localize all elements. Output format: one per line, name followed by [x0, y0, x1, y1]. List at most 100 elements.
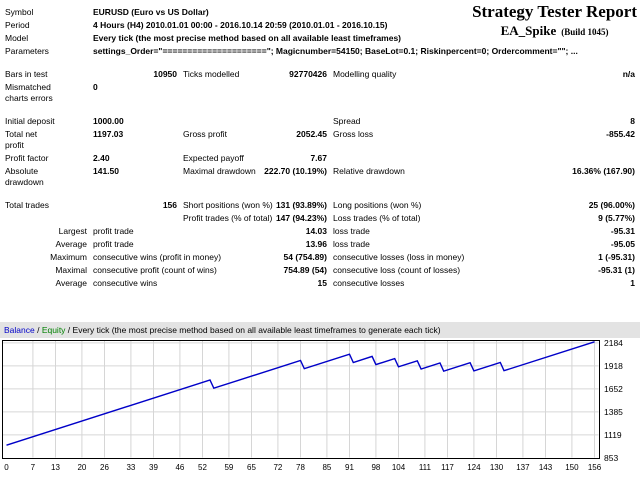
- report-value: 4 Hours (H4) 2010.01.01 00:00 - 2016.10.…: [93, 20, 388, 30]
- x-axis-label: 13: [51, 463, 60, 472]
- report-label: Profit trades (% of total): [183, 213, 273, 223]
- report-value: 9 (5.77%): [598, 213, 635, 223]
- x-axis-label: 65: [247, 463, 256, 472]
- y-axis-label: 1652: [604, 384, 623, 394]
- report-row: Profit trades (% of total) 147 (94.23%) Lo…: [2, 212, 638, 225]
- report-label: consecutive profit (count of wins): [93, 265, 217, 275]
- report-label: Short positions (won %): [183, 200, 273, 210]
- report-value: 1197.03: [93, 129, 124, 139]
- report-label: profit trade: [93, 239, 134, 249]
- report-value: 16.36% (167.90): [572, 166, 635, 176]
- report-value: 0: [93, 82, 98, 92]
- chart-legend: Balance / Equity / Every tick (the most …: [0, 322, 640, 338]
- x-axis-label: 117: [441, 463, 454, 472]
- report-label: Maximal: [55, 265, 87, 275]
- x-axis-label: 137: [516, 463, 530, 472]
- report-table-body: Symbol EURUSD (Euro vs US Dollar) Period 4 …: [2, 6, 638, 290]
- report-value: 8: [630, 116, 635, 126]
- spacer-cell: [2, 189, 638, 199]
- x-axis-label: 52: [198, 463, 207, 472]
- report-row: Mismatched charts errors 0: [2, 81, 638, 105]
- report-value: 2052.45: [296, 129, 327, 139]
- report-value: 1: [630, 278, 635, 288]
- ea-name: EA_Spike: [500, 23, 557, 38]
- report-value: 2.40: [93, 153, 110, 163]
- report-label: Relative drawdown: [333, 166, 405, 176]
- x-axis-label: 156: [588, 463, 602, 472]
- x-axis-label: 72: [273, 463, 282, 472]
- report-value: 222.70 (10.19%): [264, 166, 327, 176]
- report-label: Gross loss: [333, 129, 374, 139]
- report-row: Total trades 156 Short positions (won %) 13…: [2, 199, 638, 212]
- report-row: Initial deposit 1000.00 Spread 8: [2, 115, 638, 128]
- report-label: Profit factor: [5, 153, 49, 163]
- report-label: Model: [5, 33, 29, 43]
- y-axis-label: 2184: [604, 340, 623, 348]
- legend-separator: /: [65, 325, 73, 335]
- report-row: Maximum consecutive wins (profit in money…: [2, 251, 638, 264]
- report-value: 14.03: [305, 226, 327, 236]
- report-row: Profit factor 2.40 Expected payoff 7.67: [2, 152, 638, 165]
- report-label: Modelling quality: [333, 69, 397, 79]
- report-label: [330, 152, 638, 165]
- x-axis-label: 124: [467, 463, 481, 472]
- x-axis-label: 91: [345, 463, 354, 472]
- x-axis-label: 104: [392, 463, 406, 472]
- report-label: [180, 115, 330, 128]
- report-row: Model Every tick (the most precise method…: [2, 32, 638, 45]
- report-value: 754.89 (54): [283, 265, 327, 275]
- report-row: Absolute drawdown 141.50 Maximal drawdown 2…: [2, 165, 638, 189]
- report-label: loss trade: [333, 239, 370, 249]
- report-value: 10950: [153, 69, 177, 79]
- legend-equity-label: Equity: [41, 325, 66, 335]
- report-label: [180, 81, 638, 105]
- report-row: Symbol EURUSD (Euro vs US Dollar): [2, 6, 638, 19]
- page-title: Strategy Tester Report: [472, 2, 637, 21]
- report-label: Total net profit: [5, 129, 38, 150]
- report-value: 92770426: [289, 69, 327, 79]
- report-label: Total trades: [5, 200, 49, 210]
- report-value: 54 (754.89): [283, 252, 327, 262]
- report-label: Mismatched charts errors: [5, 82, 53, 103]
- report-label: [2, 212, 180, 225]
- report-label: Average: [55, 278, 87, 288]
- report-value: 25 (96.00%): [588, 200, 635, 210]
- y-axis-label: 1385: [604, 407, 623, 417]
- report-row: Total net profit 1197.03 Gross profit 2052.…: [2, 128, 638, 152]
- report-label: Symbol: [5, 7, 34, 17]
- report-label: Gross profit: [183, 129, 227, 139]
- x-axis-label: 143: [539, 463, 553, 472]
- report-value: -95.31: [610, 226, 635, 236]
- report-value: 15: [317, 278, 327, 288]
- report-row: Average profit trade 13.96 loss trade -95.05: [2, 238, 638, 251]
- report-label: consecutive losses: [333, 278, 405, 288]
- report-value: 131 (93.89%): [275, 200, 327, 210]
- build-label: (Build 1045): [561, 27, 609, 37]
- report-value: n/a: [622, 69, 635, 79]
- x-axis-label: 7: [31, 463, 36, 472]
- report-label: consecutive losses (loss in money): [333, 252, 465, 262]
- x-axis-label: 150: [565, 463, 579, 472]
- report-label: Loss trades (% of total): [333, 213, 421, 223]
- report-label: profit trade: [93, 226, 134, 236]
- report-label: Long positions (won %): [333, 200, 422, 210]
- x-axis-label: 20: [77, 463, 86, 472]
- x-axis-label: 59: [224, 463, 233, 472]
- report-row: Period 4 Hours (H4) 2010.01.01 00:00 - 20…: [2, 19, 638, 32]
- spacer-cell: [2, 105, 638, 115]
- report-value: settings_Order="====================="; …: [93, 46, 578, 56]
- report-label: Average: [55, 239, 87, 249]
- report-row: Parameters settings_Order="==============…: [2, 45, 638, 58]
- ea-title: EA_Spike (Build 1045): [472, 23, 637, 39]
- legend-separator: /: [34, 325, 42, 335]
- legend-model-label: Every tick (the most precise method base…: [72, 325, 441, 335]
- report-value: 141.50: [93, 166, 119, 176]
- report-value: 7.67: [310, 153, 327, 163]
- x-axis-label: 33: [126, 463, 135, 472]
- report-row: Average consecutive wins 15 consecutive los…: [2, 277, 638, 290]
- report-value: -95.31 (1): [598, 265, 635, 275]
- balance-chart: 2184 1918 1652 1385 1119 853 0 7 13 20 26 33 39 46 52 5…: [2, 338, 623, 472]
- x-axis-label: 39: [149, 463, 158, 472]
- report-label: consecutive wins (profit in money): [93, 252, 222, 262]
- x-axis-label: 98: [371, 463, 380, 472]
